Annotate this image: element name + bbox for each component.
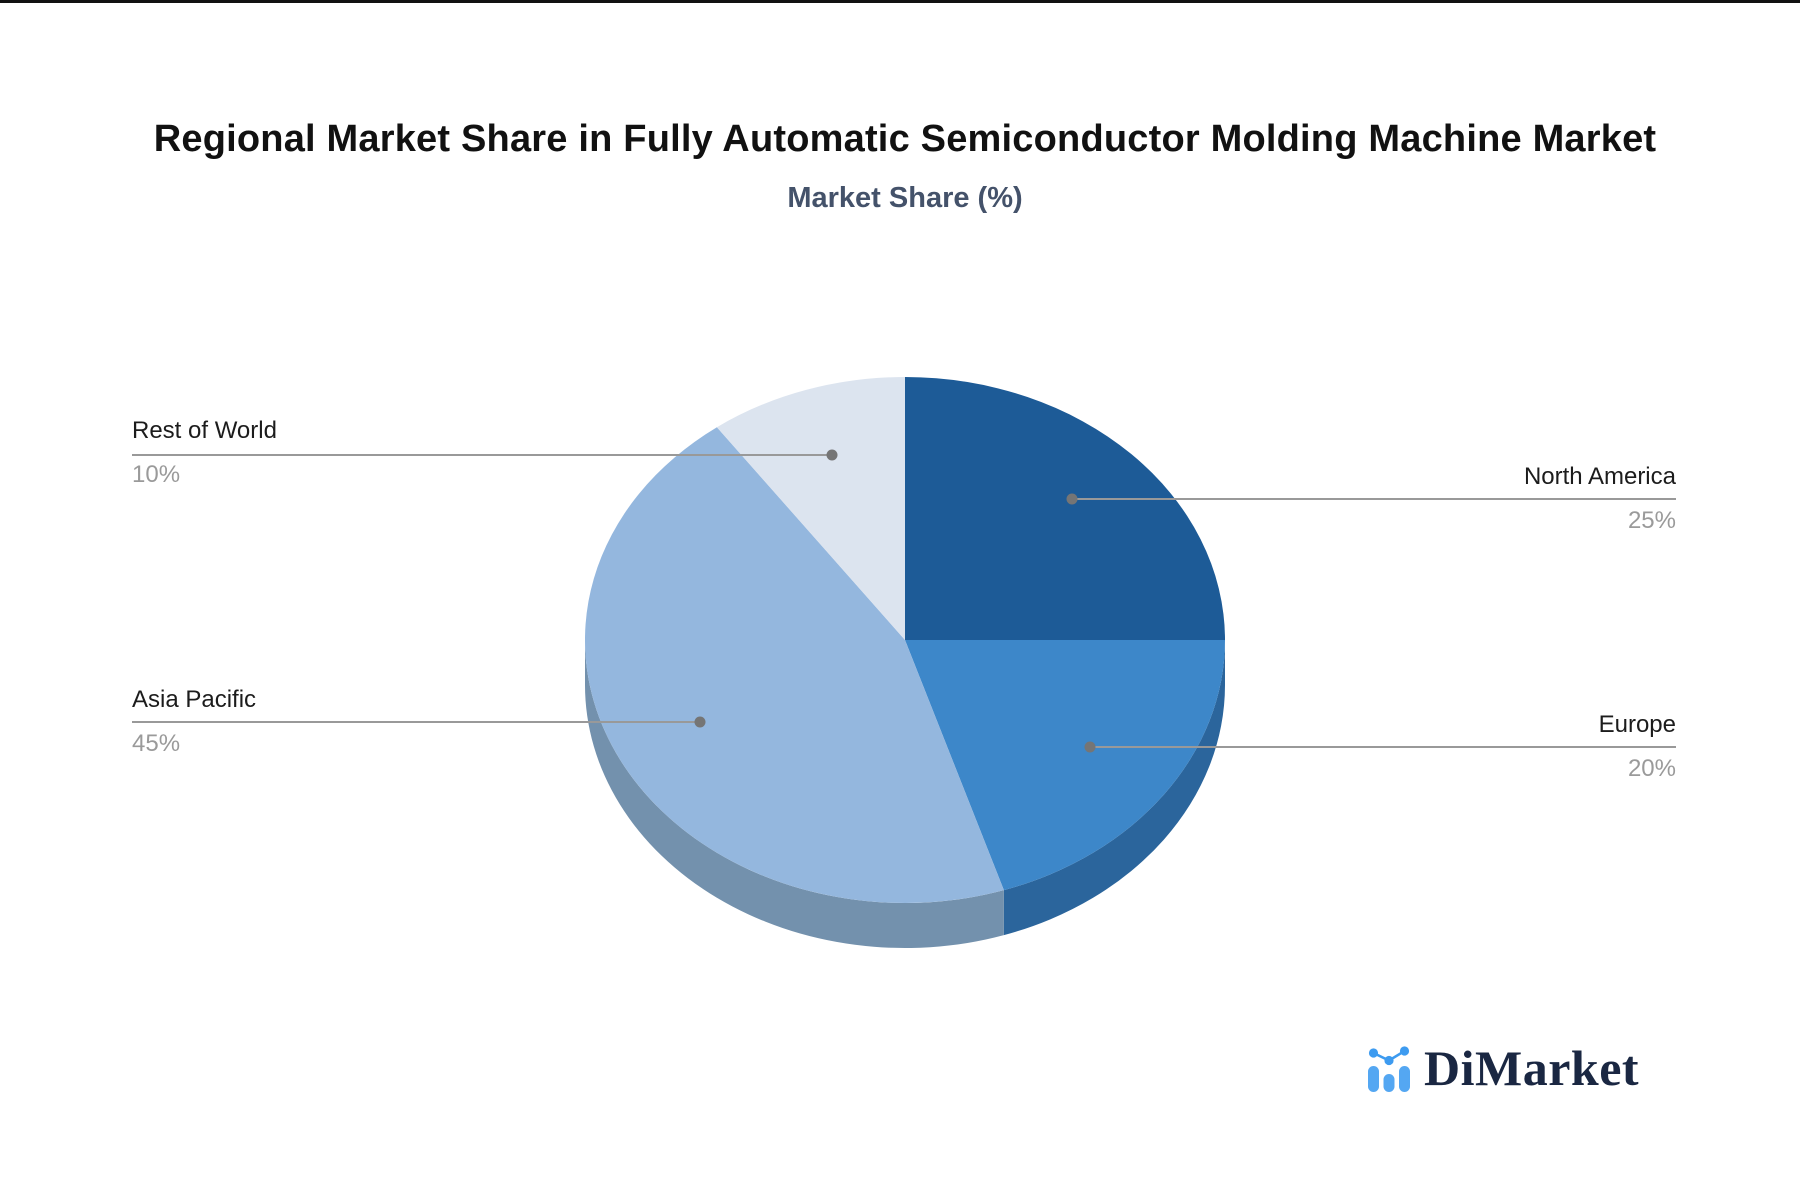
pie-slice-europe xyxy=(905,640,1225,891)
slice-label-rest-of-world: Rest of World xyxy=(132,417,277,444)
slice-percent-asia-pacific: 45% xyxy=(132,730,181,757)
pie-slice-rest-of-world xyxy=(716,377,905,640)
leader-dot-rest-of-world xyxy=(826,449,838,461)
pie-rim-europe xyxy=(1003,640,1225,936)
slice-label-north-america: North America xyxy=(1523,463,1676,490)
slice-percent-rest-of-world: 10% xyxy=(132,461,181,488)
bar-chart-trend-icon xyxy=(1368,1046,1410,1092)
chart-title: Regional Market Share in Fully Automatic… xyxy=(153,118,1657,160)
callout-asia-pacific: Asia Pacific 45% xyxy=(132,685,256,757)
slice-label-asia-pacific: Asia Pacific xyxy=(132,686,257,713)
callout-europe: Europe 20% xyxy=(1599,710,1676,782)
leader-dot-asia-pacific xyxy=(694,716,706,728)
callout-north-america: North America 25% xyxy=(1524,462,1676,534)
chart-subtitle: Market Share (%) xyxy=(787,182,1023,214)
pie-slice-north-america xyxy=(905,377,1225,640)
callout-rest-of-world: Rest of World 10% xyxy=(132,416,277,488)
brand-name: DiMarket xyxy=(1424,1040,1640,1096)
pie-slice-asia-pacific xyxy=(585,427,1004,903)
slice-label-europe: Europe xyxy=(1598,711,1676,738)
slice-percent-europe: 20% xyxy=(1627,755,1676,782)
slice-percent-north-america: 25% xyxy=(1627,507,1676,534)
window-top-border xyxy=(0,0,1800,3)
leader-dot-north-america xyxy=(1066,493,1078,505)
pie-rim-asia-pacific xyxy=(585,640,1004,948)
brand-logo: DiMarket xyxy=(1366,1040,1639,1096)
leader-dot-europe xyxy=(1084,741,1096,753)
